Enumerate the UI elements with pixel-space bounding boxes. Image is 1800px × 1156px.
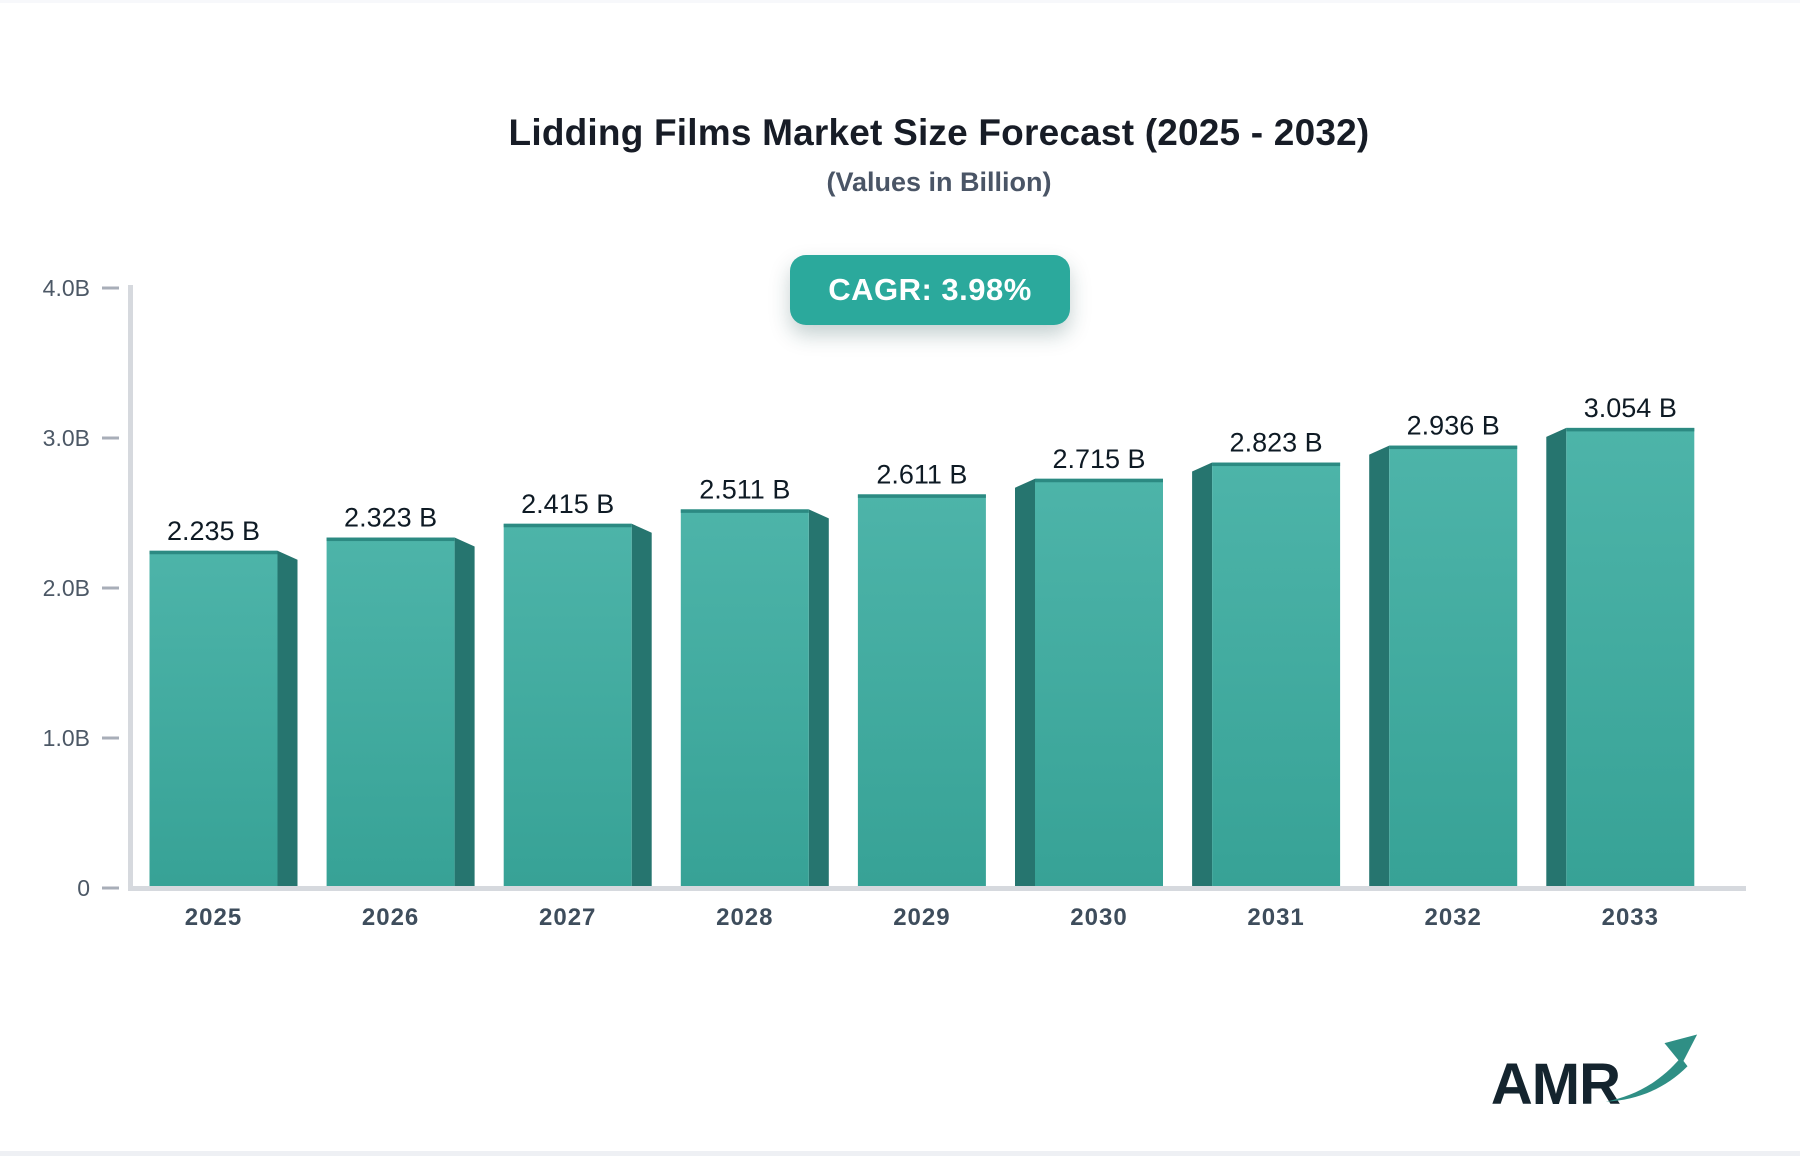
- y-tick-dash: [102, 286, 119, 290]
- bar-side-face: [808, 509, 829, 886]
- bar-value-label: 2.235 B: [167, 516, 260, 546]
- y-tick-label: 4.0B: [43, 275, 90, 301]
- bar-top-edge: [503, 523, 632, 528]
- growth-arrow-icon: [1605, 1034, 1698, 1102]
- bar-2032: [1389, 445, 1518, 886]
- y-tick-dash: [102, 586, 119, 590]
- x-axis-label: 2026: [362, 904, 419, 931]
- x-axis-label: 2027: [539, 904, 596, 931]
- bar-value-label: 2.323 B: [344, 503, 437, 533]
- y-tick-dash: [102, 736, 119, 740]
- page-bottom-edge: [0, 1151, 1800, 1156]
- bar-value-label: 2.611 B: [876, 459, 967, 489]
- bar-2028: [680, 509, 809, 886]
- bar-top-edge: [1212, 462, 1341, 467]
- x-axis-labels: 2025 2026 2027 2028 2029 2030 2031 2032 2033: [185, 904, 1659, 931]
- y-axis-line: [128, 285, 133, 891]
- x-axis-label: 2033: [1602, 904, 1659, 931]
- y-tick-label: 2.0B: [43, 575, 90, 601]
- bar-top-edge: [680, 509, 809, 513]
- bar-side-face: [1369, 445, 1390, 886]
- cagr-badge-label: CAGR: 3.98%: [828, 272, 1032, 307]
- bar-side-face: [631, 523, 652, 886]
- bar-value-label: 2.936 B: [1407, 411, 1500, 441]
- amr-logo: AMR: [1491, 1032, 1700, 1114]
- chart-subtitle: (Values in Billion): [826, 167, 1052, 197]
- bar-value-label: 3.054 B: [1584, 393, 1677, 423]
- bar-side-face: [1546, 427, 1567, 886]
- x-axis-line: [128, 886, 1746, 891]
- bar-top-edge: [1035, 478, 1163, 483]
- bar-2033: [1566, 427, 1695, 886]
- x-axis-label: 2031: [1247, 904, 1304, 931]
- bar-top-edge: [1566, 427, 1695, 432]
- x-axis-label: 2028: [716, 904, 773, 931]
- bar-2025: [149, 550, 278, 886]
- bar-side-face: [1015, 478, 1035, 886]
- bar-top-edge: [857, 494, 986, 498]
- x-axis-label: 2032: [1425, 904, 1482, 931]
- bar-value-label: 2.415 B: [521, 489, 614, 519]
- bar-2031: [1212, 462, 1341, 886]
- bar-top-edge: [149, 550, 278, 555]
- y-tick-label: 0: [77, 875, 90, 901]
- y-tick-dash: [102, 436, 119, 440]
- chart-title: Lidding Films Market Size Forecast (2025…: [508, 112, 1370, 153]
- bar-value-label: 2.511 B: [699, 474, 790, 504]
- chart-header: Lidding Films Market Size Forecast (2025…: [0, 112, 1800, 198]
- bar-value-label: 2.715 B: [1052, 444, 1145, 474]
- bar-2029: [857, 494, 986, 886]
- bar-side-face: [454, 537, 475, 886]
- bar-2027: [503, 523, 632, 886]
- y-tick-dash: [102, 886, 119, 890]
- page-top-edge: [0, 0, 1800, 3]
- bar-2026: [326, 537, 455, 886]
- x-axis-label: 2025: [185, 904, 242, 931]
- bar-side-face: [1192, 462, 1213, 886]
- y-tick-label: 3.0B: [43, 425, 90, 451]
- bar-top-edge: [1389, 445, 1518, 450]
- y-axis-ticks: 0 1.0B 2.0B 3.0B 4.0B: [43, 275, 119, 901]
- bar-side-face: [277, 550, 298, 886]
- y-tick-label: 1.0B: [43, 725, 90, 751]
- x-axis-label: 2029: [893, 904, 950, 931]
- bars: 2.235 B 2.323 B 2.415 B 2.511 B 2.611 B 2.715…: [149, 393, 1695, 886]
- bar-top-edge: [326, 537, 455, 542]
- cagr-badge: CAGR: 3.98%: [790, 255, 1070, 325]
- x-axis-label: 2030: [1070, 904, 1127, 931]
- bar-value-label: 2.823 B: [1230, 428, 1323, 458]
- amr-logo-text: AMR: [1490, 1052, 1621, 1117]
- bar-2030: [1035, 478, 1163, 886]
